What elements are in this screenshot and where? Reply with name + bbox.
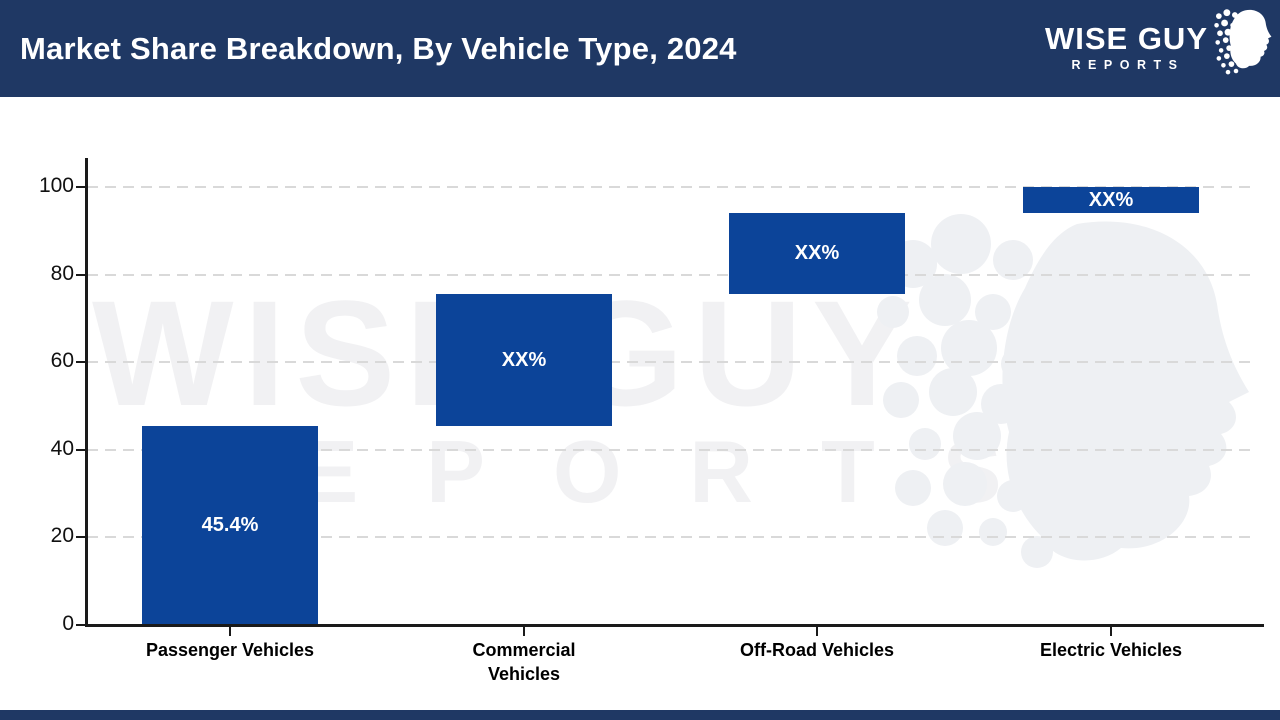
bar-value-label: XX% [501,348,547,371]
x-tick-mark [523,627,525,636]
y-tick-label: 20 [50,524,74,548]
bar: XX% [729,213,905,295]
footer-bar [0,710,1280,720]
bar-value-label: 45.4% [201,514,259,537]
y-tick-label: 60 [50,349,74,373]
watermark-head-icon [877,214,1249,568]
y-tick-mark [76,624,85,626]
x-tick-mark [1110,627,1112,636]
x-category-label: Commercial Vehicles [472,640,576,685]
x-category-label: Off-Road Vehicles [739,640,895,660]
gridline [87,186,1253,188]
logo-text: WISE GUY REPORTS [1044,20,1208,73]
logo-head-icon [1214,9,1272,75]
gridline [87,536,1253,539]
x-category-label: Electric Vehicles [1039,640,1183,660]
header-bar: Market Share Breakdown, By Vehicle Type,… [0,0,1280,97]
x-axis [85,624,1264,627]
bar-value-label: XX% [794,242,840,265]
bar-value-label: XX% [1088,188,1134,211]
y-tick-mark [76,448,85,451]
y-tick-mark [76,273,85,276]
x-category-label: Passenger Vehicles [145,640,315,660]
bar: 45.4% [142,426,318,625]
x-tick-mark [816,627,818,636]
bar: XX% [1023,187,1199,214]
y-tick-label: 40 [50,436,74,460]
gridline [87,448,1253,451]
logo-wordmark: WISE GUY [1044,20,1208,56]
logo: WISE GUY REPORTS [1045,6,1272,88]
gridline [87,361,1253,364]
chart-title: Market Share Breakdown, By Vehicle Type,… [20,30,737,66]
y-axis [85,158,88,627]
y-tick-label: 100 [38,174,74,197]
bar: XX% [436,294,612,427]
x-tick-mark [229,627,231,636]
y-tick-label: 0 [62,612,74,635]
y-tick-label: 80 [50,261,74,285]
y-tick-mark [76,361,85,364]
logo-subtext: REPORTS [1071,58,1185,73]
y-tick-mark [76,186,85,188]
y-tick-mark [76,536,85,539]
gridline [87,273,1253,276]
